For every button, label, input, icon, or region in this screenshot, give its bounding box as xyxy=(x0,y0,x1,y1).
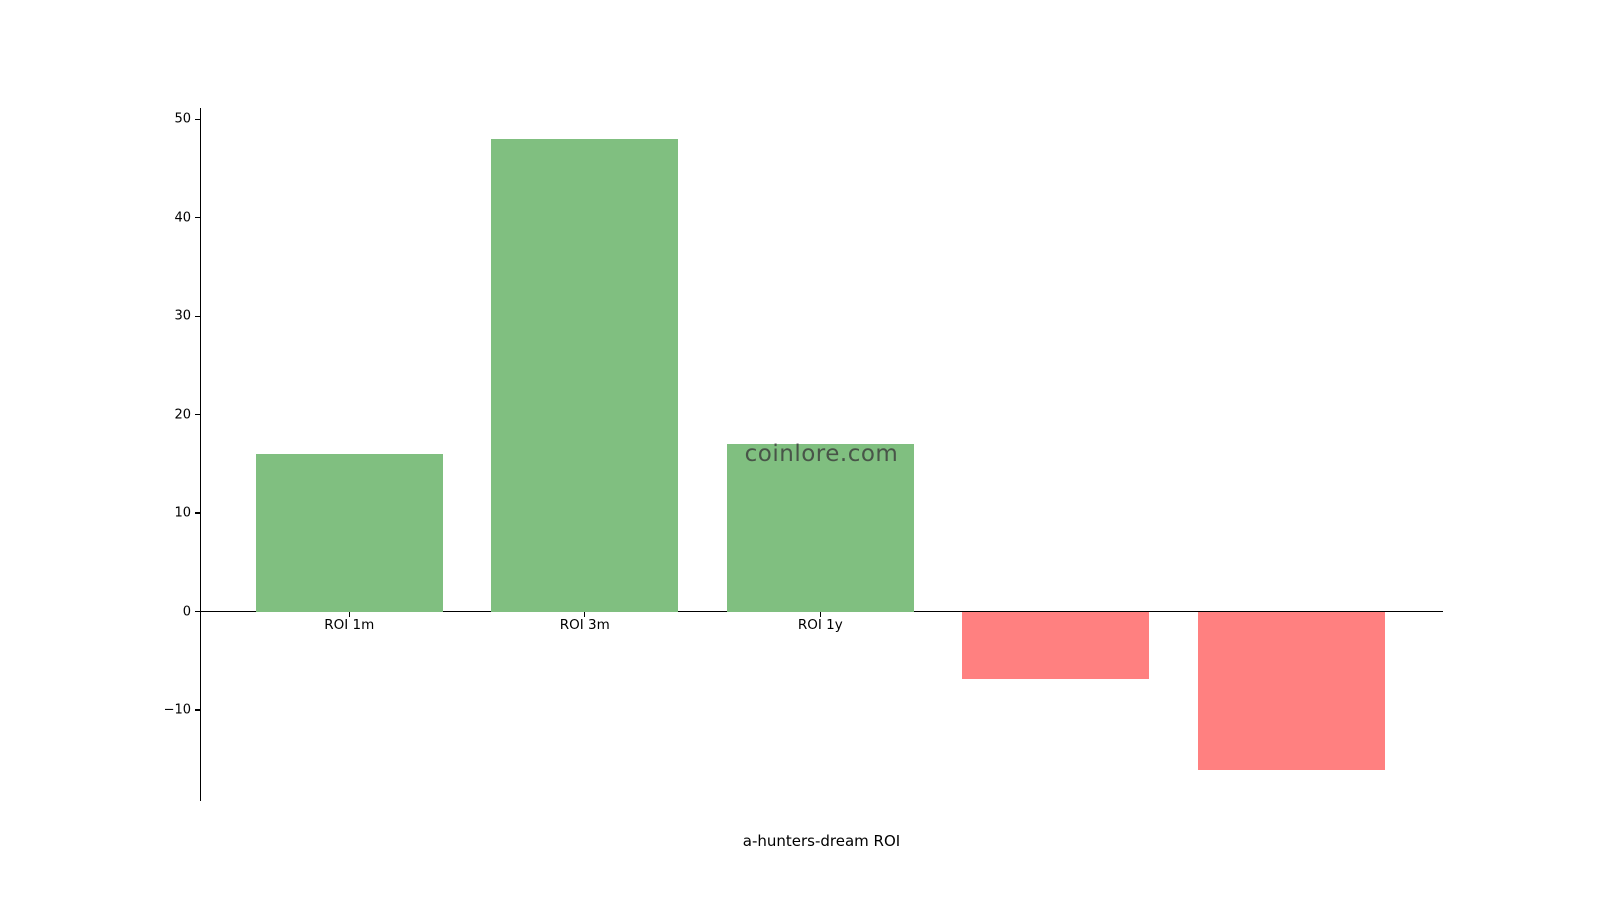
y-tick-label: 20 xyxy=(174,407,191,423)
y-tick-mark xyxy=(195,709,200,711)
bar-bar-4 xyxy=(962,612,1150,680)
bar-bar-5 xyxy=(1197,612,1385,770)
bar-roi-1y xyxy=(726,444,914,612)
y-tick-label: 40 xyxy=(174,210,191,226)
x-tick-mark xyxy=(348,611,350,617)
x-tick-mark xyxy=(819,611,821,617)
y-tick-mark xyxy=(195,610,200,613)
x-tick-label: ROI 1y xyxy=(797,616,843,633)
y-tick-label: 10 xyxy=(174,505,191,521)
y-axis-spine xyxy=(200,107,202,801)
y-tick-label: −10 xyxy=(163,702,191,718)
x-tick-label: ROI 1m xyxy=(324,616,375,633)
watermark-text: coinlore.com xyxy=(744,441,899,467)
y-tick-mark xyxy=(195,512,200,514)
y-tick-label: 50 xyxy=(174,111,191,127)
chart-title: a-hunters-dream ROI xyxy=(742,832,901,850)
y-tick-mark xyxy=(195,413,200,416)
y-tick-label: 30 xyxy=(174,308,191,324)
y-tick-mark xyxy=(195,118,200,120)
y-tick-label: 0 xyxy=(182,604,191,619)
y-tick-mark xyxy=(195,217,200,219)
bar-roi-1m xyxy=(255,454,443,612)
bar-roi-3m xyxy=(491,139,679,612)
y-tick-mark xyxy=(195,315,200,317)
x-tick-label: ROI 3m xyxy=(559,616,610,633)
x-tick-mark xyxy=(584,611,586,617)
